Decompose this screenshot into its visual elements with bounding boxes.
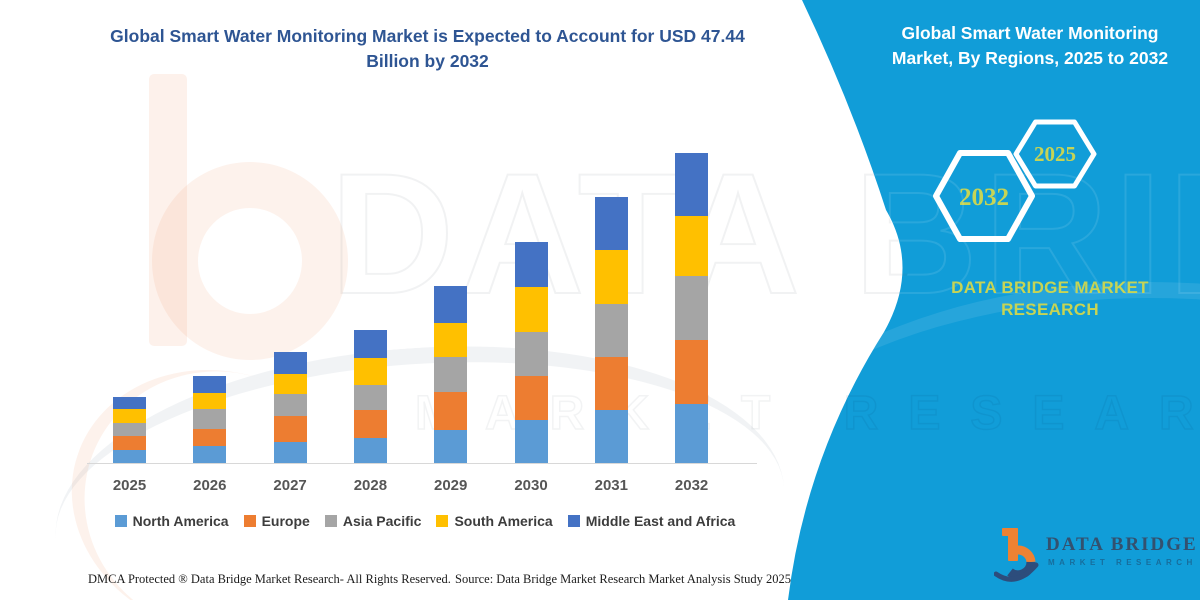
- data-bridge-logo: DATA BRIDGE MARKET RESEARCH: [994, 522, 1197, 592]
- x-tick-label-2027: 2027: [273, 477, 307, 494]
- legend-item-north-america: North America: [114, 513, 229, 529]
- bar-segment-europe: [113, 436, 146, 450]
- page-title: Global Smart Water Monitoring Market is …: [110, 26, 745, 72]
- bar-segment-middle-east-and-africa: [675, 153, 709, 217]
- bar-segment-north-america: [273, 442, 307, 463]
- bar-segment-south-america: [675, 216, 709, 277]
- bar-segment-asia-pacific: [113, 422, 146, 437]
- legend-item-europe: Europe: [243, 513, 310, 529]
- footer-source-text: Source: Data Bridge Market Research Mark…: [455, 572, 792, 586]
- bar-segment-south-america: [434, 323, 468, 357]
- legend-swatch: [436, 515, 449, 527]
- bar-segment-south-america: [594, 250, 628, 304]
- bar-segment-asia-pacific: [353, 385, 387, 411]
- bar-segment-asia-pacific: [675, 276, 709, 341]
- legend: North America Europe Asia Pacific South Ame…: [85, 513, 765, 529]
- bar-segment-asia-pacific: [514, 332, 548, 376]
- bar-segment-asia-pacific: [193, 409, 227, 429]
- bar-group-2029: [434, 286, 468, 463]
- x-tick-label-2028: 2028: [353, 477, 388, 494]
- legend-swatch: [567, 515, 580, 527]
- x-tick-label-2032: 2032: [674, 477, 709, 494]
- logo-title: DATA BRIDGE: [1046, 534, 1198, 555]
- bar-segment-asia-pacific: [594, 303, 628, 358]
- legend-swatch: [324, 515, 337, 527]
- bar-segment-south-america: [193, 393, 227, 410]
- bar-group-2032: [675, 153, 709, 463]
- legend-label: South America: [454, 513, 553, 529]
- bar-segment-europe: [594, 357, 628, 411]
- x-tick-label-2031: 2031: [594, 477, 628, 494]
- bar-segment-middle-east-and-africa: [514, 241, 548, 288]
- right-panel-title: Global Smart Water Monitoring Market, By…: [891, 23, 1169, 68]
- legend-swatch: [114, 515, 127, 527]
- brand-text: DATA BRIDGE MARKET RESEARCH: [951, 278, 1149, 320]
- bar-segment-south-america: [273, 374, 307, 395]
- footer-dmca-text: DMCA Protected ® Data Bridge Market Rese…: [88, 572, 451, 586]
- legend-label: North America: [132, 513, 229, 529]
- bar-segment-asia-pacific: [273, 394, 307, 417]
- legend-item-south-america: South America: [436, 513, 553, 529]
- bar-segment-asia-pacific: [434, 356, 468, 392]
- x-tick-label-2030: 2030: [514, 477, 548, 494]
- bar-group-2026: [193, 376, 227, 463]
- legend-label: Europe: [261, 513, 310, 529]
- bar-segment-middle-east-and-africa: [273, 351, 307, 375]
- bar-segment-europe: [353, 410, 387, 438]
- legend-label: Middle East and Africa: [585, 513, 736, 529]
- bar-segment-europe: [514, 375, 548, 420]
- logo-subtitle: MARKET RESEARCH: [1048, 558, 1197, 567]
- x-axis-line: [87, 463, 757, 464]
- bar-group-2028: [353, 329, 387, 463]
- legend-label: Asia Pacific: [342, 513, 422, 529]
- bar-segment-middle-east-and-africa: [434, 286, 468, 324]
- legend-item-middle-east-and-africa: Middle East and Africa: [567, 513, 736, 529]
- bar-segment-south-america: [353, 357, 387, 386]
- bar-segment-middle-east-and-africa: [353, 329, 387, 358]
- bar-segment-north-america: [353, 437, 387, 463]
- bar-segment-middle-east-and-africa: [594, 197, 628, 251]
- bar-segment-europe: [193, 429, 227, 446]
- bar-group-2031: [594, 197, 628, 463]
- bar-segment-europe: [675, 340, 709, 404]
- x-tick-label-2026: 2026: [193, 477, 227, 494]
- x-tick-label-2029: 2029: [434, 477, 468, 494]
- bar-segment-south-america: [113, 409, 146, 423]
- bar-segment-north-america: [594, 410, 628, 463]
- bar-segment-north-america: [675, 403, 709, 463]
- bar-segment-middle-east-and-africa: [113, 397, 146, 410]
- bar-segment-south-america: [514, 287, 548, 333]
- bar-segment-north-america: [514, 419, 548, 463]
- bar-group-2027: [273, 351, 307, 463]
- bar-segment-north-america: [193, 446, 227, 463]
- legend-item-asia-pacific: Asia Pacific: [324, 513, 422, 529]
- data-bridge-logo-icon: [994, 528, 1039, 582]
- legend-swatch: [243, 515, 256, 527]
- bar-segment-north-america: [434, 429, 468, 463]
- bar-segment-north-america: [113, 449, 146, 463]
- bar-group-2030: [514, 241, 548, 463]
- x-tick-label-2025: 2025: [112, 477, 147, 494]
- bar-segment-europe: [434, 391, 468, 430]
- bar-segment-europe: [273, 416, 307, 443]
- bar-segment-middle-east-and-africa: [193, 376, 227, 394]
- bar-group-2025: [113, 397, 146, 463]
